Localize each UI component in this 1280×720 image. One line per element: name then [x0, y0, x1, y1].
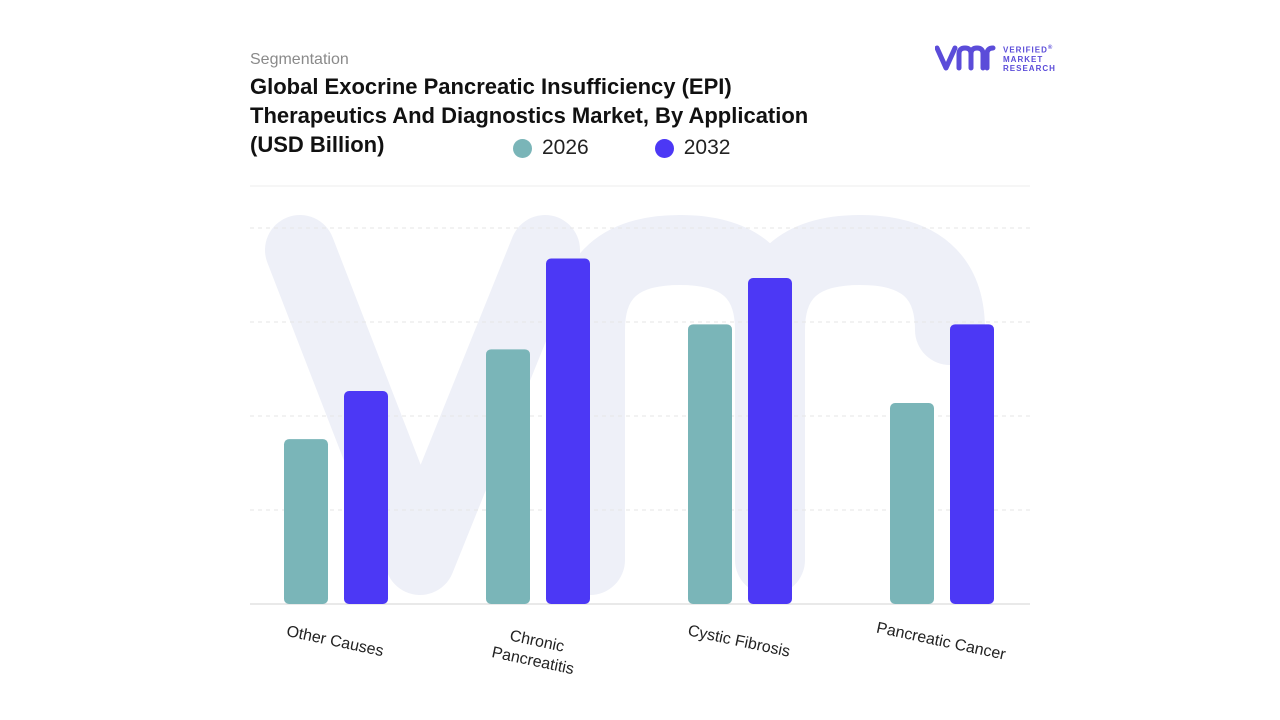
bar-2032-chronic-pancreatitis [546, 258, 590, 604]
brand-name: VERIFIED® MARKET RESEARCH [1003, 44, 1056, 73]
brand-logo: VERIFIED® MARKET RESEARCH [935, 44, 1056, 73]
brand-line: RESEARCH [1003, 63, 1056, 73]
legend-item-2032: 2032 [654, 136, 731, 160]
chart-bars [284, 258, 994, 604]
x-tick-label: Other Causes [285, 623, 385, 660]
x-tick-label-line: Pancreatic Cancer [875, 620, 1008, 664]
bar-2026-chronic-pancreatitis [486, 349, 530, 604]
chart-title-line: (USD Billion) [250, 132, 385, 157]
x-tick-label: Cystic Fibrosis [686, 622, 791, 660]
x-tick-label-line: Cystic Fibrosis [686, 622, 791, 660]
chart-legend: 2026 2032 [513, 136, 796, 160]
legend-swatch-2026 [513, 138, 532, 158]
watermark-shape [265, 215, 985, 595]
legend-swatch-2032 [654, 138, 674, 158]
bar-2032-cystic-fibrosis [748, 278, 792, 604]
legend-label-2026: 2026 [542, 136, 589, 159]
chart-title-line: Global Exocrine Pancreatic Insufficiency… [250, 74, 732, 99]
brand-line: MARKET [1003, 54, 1044, 64]
legend-item-2026: 2026 [513, 136, 589, 160]
bar-2026-pancreatic-cancer [890, 403, 934, 604]
watermark-logo [265, 215, 985, 595]
bar-2026-cystic-fibrosis [688, 324, 732, 604]
bar-2032-other-causes [344, 390, 388, 604]
chart-title: Global Exocrine Pancreatic Insufficiency… [250, 72, 890, 159]
bar-2026-other-causes [284, 439, 328, 604]
bar-2032-pancreatic-cancer [950, 324, 994, 604]
x-tick-label: ChronicPancreatitis [490, 625, 579, 679]
x-tick-label: Pancreatic Cancer [875, 620, 1008, 664]
x-axis-labels: Other Causes ChronicPancreatitis Cystic Fi… [285, 620, 1008, 679]
vmr-logo-icon [935, 45, 996, 71]
legend-label-2032: 2032 [683, 136, 731, 159]
chart-header: Segmentation Global Exocrine Pancreatic … [250, 50, 890, 159]
x-tick-label-line: Other Causes [285, 623, 385, 660]
section-label: Segmentation [250, 51, 349, 68]
chart-title-line: Therapeutics And Diagnostics Market, By … [250, 103, 809, 128]
brand-line: VERIFIED® [1003, 45, 1054, 55]
